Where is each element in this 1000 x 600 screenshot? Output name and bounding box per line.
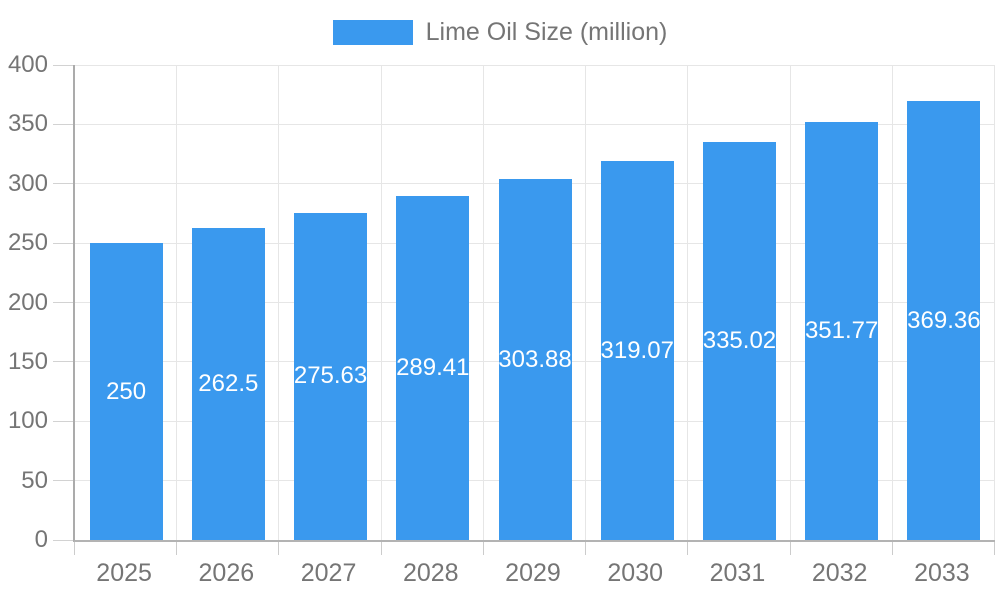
- x-axis-tick: [891, 542, 893, 555]
- y-axis-tick: [53, 64, 73, 66]
- bar-2029[interactable]: 303.88: [498, 179, 572, 540]
- bar-2032[interactable]: 351.77: [805, 122, 878, 540]
- x-axis-tick-label: 2030: [607, 559, 664, 587]
- y-axis-tick-label: 100: [7, 407, 48, 435]
- y-axis-labels: 0 50 100 150 200 250 300 350 400: [0, 53, 48, 552]
- y-axis-tick: [53, 539, 73, 541]
- y-axis-tick: [53, 123, 73, 125]
- plot-area: 250 262.5 275.63 289.41 303.88 319.07 335.02 35…: [53, 64, 995, 555]
- x-axis-tick: [74, 542, 75, 555]
- y-axis-tick-label: 400: [7, 51, 48, 78]
- y-axis-tick: [53, 183, 73, 185]
- x-axis-tick: [482, 542, 484, 555]
- x-axis-labels: 2025 2026 2027 2028 2029 2030 2031 2032 2033: [73, 556, 993, 590]
- bar-value-label: 303.88: [498, 345, 572, 373]
- gridline-vertical: [176, 65, 178, 540]
- x-axis-tick-label: 2031: [709, 559, 766, 587]
- x-axis-tick: [994, 542, 995, 555]
- x-axis-tick: [278, 542, 280, 555]
- bar-value-label: 275.63: [293, 362, 368, 390]
- x-axis-tick-label: 2028: [402, 559, 459, 587]
- y-axis-tick: [53, 242, 73, 244]
- x-axis-tick: [176, 542, 178, 555]
- gridline-vertical: [687, 65, 689, 540]
- x-axis-tick-label: 2029: [505, 559, 561, 587]
- y-axis-tick-label: 150: [7, 347, 48, 375]
- bar-2027[interactable]: 275.63: [293, 212, 368, 540]
- bar-value-label: 250: [106, 377, 147, 405]
- x-axis-tick: [687, 542, 689, 555]
- bar-2030[interactable]: 319.07: [601, 161, 674, 540]
- bar-value-label: 369.36: [907, 306, 981, 334]
- y-axis-tick-label: 50: [21, 466, 48, 494]
- y-axis-tick-label: 0: [34, 526, 48, 553]
- gridline-horizontal: [75, 123, 995, 125]
- y-axis-tick: [53, 361, 73, 363]
- bar-2031[interactable]: 335.02: [703, 142, 776, 540]
- bar-2028[interactable]: 289.41: [396, 196, 469, 540]
- gridline-vertical: [891, 65, 893, 540]
- x-axis-tick-label: 2033: [914, 559, 970, 587]
- gridline-vertical: [994, 65, 995, 540]
- x-axis-tick-label: 2027: [300, 559, 357, 587]
- bar-value-label: 335.02: [702, 327, 777, 355]
- bar-value-label: 319.07: [600, 336, 674, 364]
- legend-swatch: [332, 20, 413, 45]
- gridline-vertical: [380, 65, 382, 540]
- y-axis-tick-label: 350: [7, 110, 48, 138]
- gridline-vertical: [585, 65, 587, 540]
- bar-2026[interactable]: 262.5: [191, 228, 265, 540]
- bar-2033[interactable]: 369.36: [907, 101, 981, 540]
- y-axis-tick: [53, 302, 73, 303]
- x-axis-tick: [789, 542, 791, 555]
- bar-value-label: 262.5: [198, 370, 259, 398]
- x-axis-tick-label: 2026: [198, 559, 255, 587]
- y-axis-tick-label: 300: [7, 169, 48, 197]
- gridline-vertical: [278, 65, 280, 540]
- x-axis-tick-label: 2025: [96, 559, 152, 587]
- y-axis-tick: [53, 480, 73, 482]
- bar-value-label: 289.41: [396, 354, 470, 382]
- y-axis-tick-label: 250: [7, 229, 48, 257]
- gridline-horizontal: [75, 64, 995, 66]
- legend-label: Lime Oil Size (million): [425, 18, 668, 46]
- y-axis-tick-label: 200: [7, 288, 48, 316]
- y-axis-tick: [53, 420, 73, 422]
- x-axis-tick: [585, 542, 587, 555]
- gridline-vertical: [789, 65, 791, 540]
- legend[interactable]: Lime Oil Size (million): [0, 18, 1000, 47]
- x-axis-tick-label: 2032: [811, 559, 868, 587]
- bar-value-label: 351.77: [804, 317, 879, 345]
- gridline-vertical: [482, 65, 484, 540]
- bar-2025[interactable]: 250: [89, 243, 163, 540]
- x-axis-tick: [380, 542, 382, 555]
